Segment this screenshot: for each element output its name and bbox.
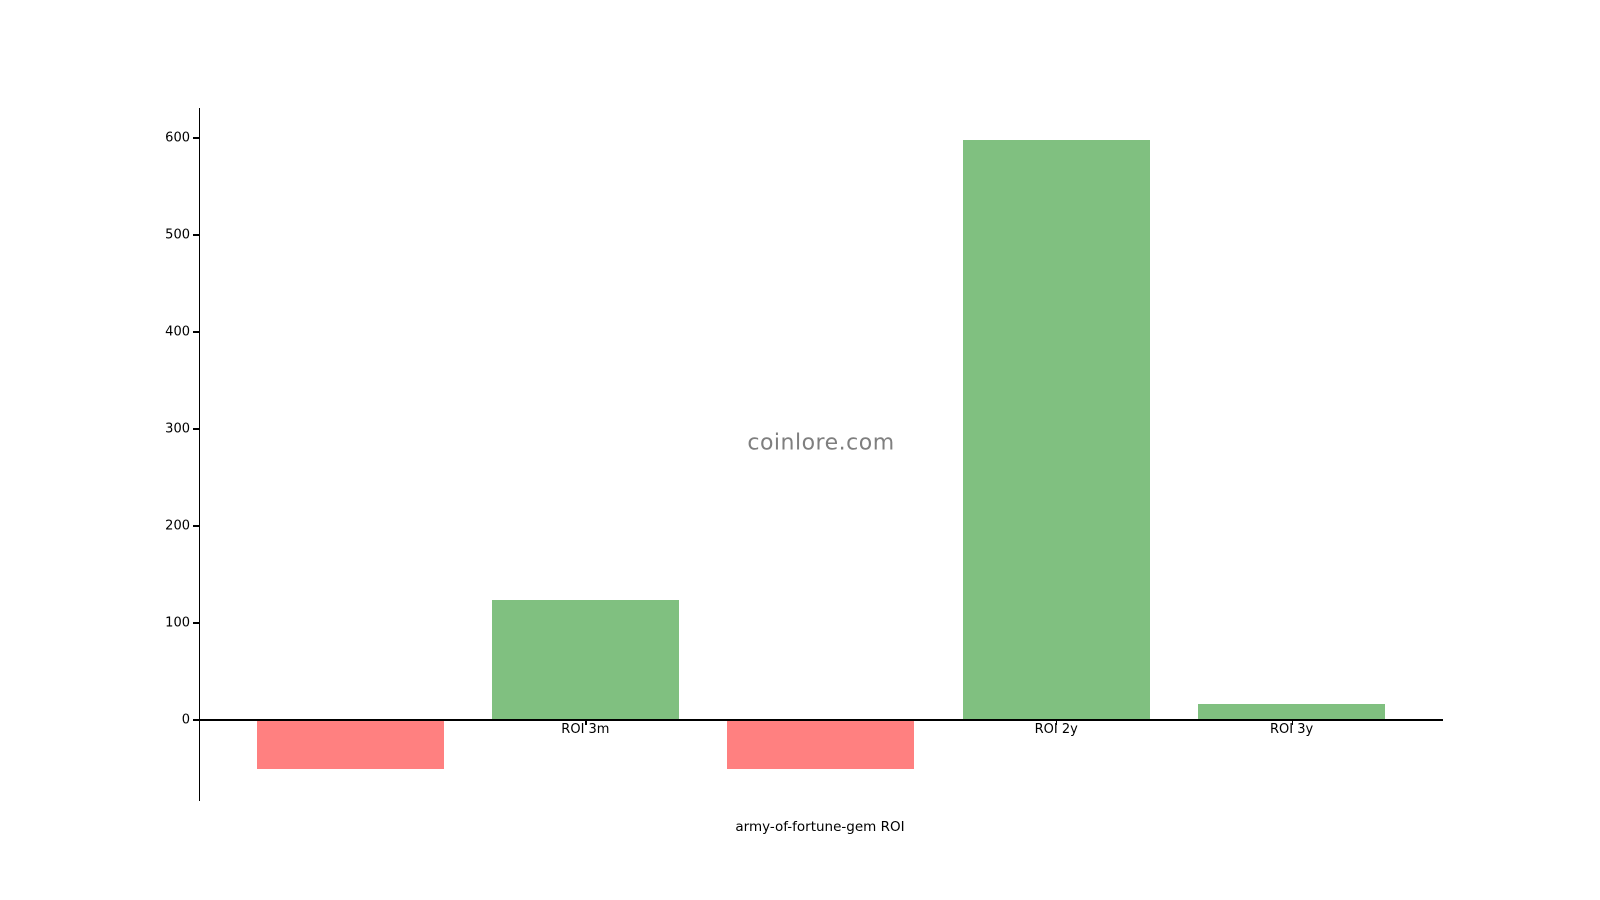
y-tick-mark <box>193 719 199 721</box>
y-tick-label: 400 <box>165 324 190 340</box>
chart-title: army-of-fortune-gem ROI <box>735 819 905 835</box>
bar-roi-2y <box>962 139 1150 720</box>
y-tick-mark <box>193 428 199 430</box>
y-tick-mark <box>193 137 199 139</box>
x-tick-label-roi-3m: ROI 3m <box>561 721 610 737</box>
x-tick-mark <box>1056 719 1058 726</box>
y-tick-label: 200 <box>165 518 190 534</box>
y-tick-mark <box>193 234 199 236</box>
x-tick-mark <box>585 719 587 726</box>
bar-roi-3m <box>491 599 679 720</box>
x-tick-label-roi-2y: ROI 2y <box>1034 721 1078 737</box>
y-tick-mark <box>193 525 199 527</box>
y-tick-label: 0 <box>181 712 190 728</box>
y-tick-label: 500 <box>165 227 190 243</box>
y-axis-line <box>199 108 201 801</box>
y-tick-mark <box>193 331 199 333</box>
bar-unlabeled-2 <box>727 720 915 769</box>
bar-roi-3y <box>1198 704 1386 720</box>
bar-unlabeled-0 <box>256 720 444 769</box>
x-tick-label-roi-3y: ROI 3y <box>1269 721 1314 737</box>
x-axis-zero-line <box>199 719 1443 721</box>
y-tick-label: 600 <box>165 130 190 146</box>
x-tick-mark <box>1291 719 1293 726</box>
y-tick-label: 100 <box>165 615 190 631</box>
y-tick-label: 300 <box>165 421 190 437</box>
watermark: coinlore.com <box>747 430 895 456</box>
y-tick-mark <box>193 622 199 624</box>
